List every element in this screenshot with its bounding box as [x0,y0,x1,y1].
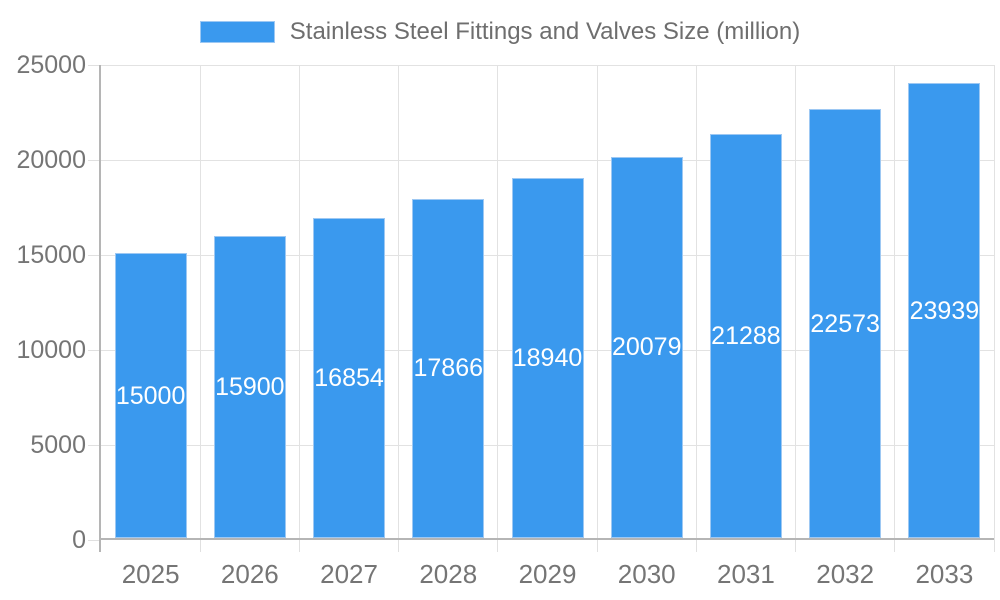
x-axis-label: 2030 [617,559,676,589]
x-tick-mark [199,540,201,552]
x-axis-label: 2028 [419,559,478,589]
x-axis-line [101,538,994,540]
x-axis-label: 2029 [518,559,577,589]
gridline-horizontal [101,64,994,66]
gridline-vertical [695,65,697,540]
chart-legend[interactable]: Stainless Steel Fittings and Valves Size… [0,18,1000,45]
gridline-vertical [993,65,995,540]
x-tick-mark [795,540,797,552]
bar-2029[interactable]: 18940 [511,178,584,538]
bar-2031[interactable]: 21288 [709,133,782,538]
x-tick-mark [993,540,995,552]
y-tick-mark [88,159,101,161]
y-axis-line [99,65,101,552]
bar-value-label: 17866 [413,354,484,383]
x-tick-mark [894,540,896,552]
gridline-vertical [894,65,896,540]
y-axis-label: 10000 [16,336,86,364]
x-axis-label: 2027 [320,559,378,589]
y-tick-mark [88,444,101,446]
gridline-vertical [398,65,400,540]
x-tick-mark [596,540,598,552]
gridline-vertical [596,65,598,540]
y-axis-label: 25000 [16,51,86,79]
y-tick-mark [88,64,101,66]
bar-value-label: 23939 [909,296,980,325]
bar-2025[interactable]: 15000 [114,253,187,538]
y-axis-label: 5000 [30,431,86,459]
y-tick-mark [88,539,101,541]
x-axis-label: 2031 [717,559,775,589]
bar-2032[interactable]: 22573 [809,109,882,538]
y-tick-mark [88,349,101,351]
bar-2030[interactable]: 20079 [610,156,683,538]
legend-color-swatch [199,21,275,43]
bar-value-label: 21288 [711,321,781,350]
bar-value-label: 15900 [215,372,285,401]
y-tick-mark [88,254,101,256]
bar-value-label: 15000 [115,381,186,410]
bar-value-label: 22573 [810,309,880,338]
bar-value-label: 20079 [611,333,682,362]
x-tick-mark [695,540,697,552]
bar-value-label: 16854 [314,363,384,392]
y-axis-label: 0 [72,526,86,554]
x-tick-mark [398,540,400,552]
gridline-horizontal [101,159,994,161]
gridline-vertical [298,65,300,540]
y-axis-label: 15000 [16,241,86,269]
gridline-vertical [199,65,201,540]
x-tick-mark [497,540,499,552]
bar-2027[interactable]: 16854 [313,217,386,538]
y-axis-label: 20000 [16,146,86,174]
bar-2033[interactable]: 23939 [908,83,981,538]
x-axis-label: 2033 [915,559,974,589]
plot-area: 15000 15900 16854 17866 18940 20079 21288 22573… [88,64,995,552]
gridline-vertical [497,65,499,540]
bar-2028[interactable]: 17866 [412,198,485,538]
x-tick-mark [298,540,300,552]
x-axis-label: 2025 [121,559,180,589]
legend-series-label: Stainless Steel Fittings and Valves Size… [289,18,801,45]
x-axis-label: 2026 [220,559,279,589]
x-axis-label: 2032 [816,559,875,589]
bar-2026[interactable]: 15900 [213,235,286,538]
gridline-vertical [795,65,797,540]
bar-value-label: 18940 [512,344,583,373]
